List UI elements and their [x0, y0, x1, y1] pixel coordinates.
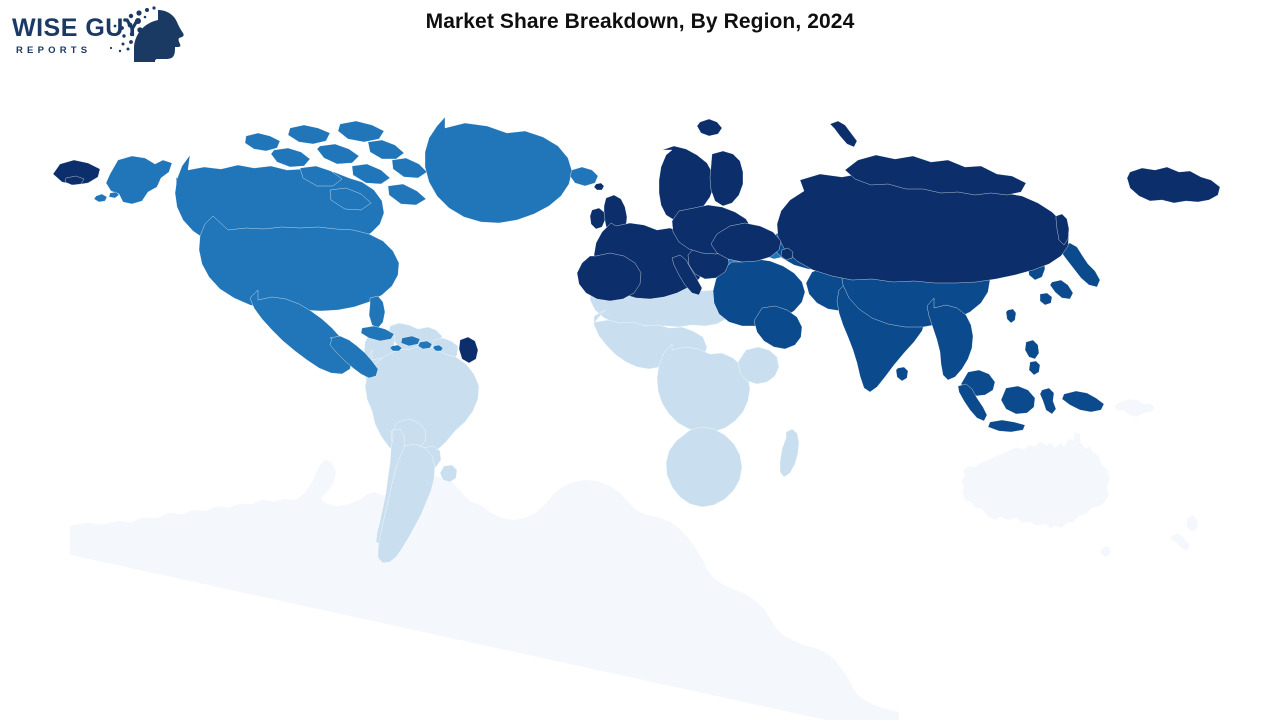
region-florida [369, 296, 385, 328]
islands-canadian-arctic [245, 121, 427, 210]
islands-aleutian [94, 192, 119, 202]
island-java [988, 420, 1025, 432]
country-finland [710, 151, 743, 206]
islands-caribbean [390, 336, 443, 351]
region-horn-of-africa [738, 347, 779, 384]
country-madagascar [780, 429, 799, 477]
islands-novaya-zemlya [830, 121, 857, 147]
country-italy [672, 255, 702, 295]
country-russia-arctic-coast [845, 155, 1026, 195]
country-united-states [199, 216, 399, 311]
country-new-zealand-north [1186, 515, 1198, 532]
region-antarctica [70, 459, 899, 720]
region-arabian-peninsula [754, 306, 802, 349]
country-azerbaijan [781, 248, 793, 260]
country-tasmania [1100, 546, 1111, 557]
region-southern-africa [666, 427, 742, 507]
country-sri-lanka [896, 367, 908, 381]
country-new-zealand-south [1170, 533, 1190, 551]
logo-artwork: WISE GUY REPORTS [12, 6, 184, 62]
country-papua-new-guinea [1114, 399, 1155, 417]
country-philippines [1025, 340, 1040, 375]
world-map-container [0, 50, 1280, 720]
page-title: Market Share Breakdown, By Region, 2024 [425, 10, 855, 33]
world-choropleth-map [0, 50, 1280, 720]
country-japan [1058, 243, 1100, 287]
country-japan-south [1050, 280, 1073, 299]
country-argentina [378, 444, 435, 563]
logo-wordmark-primary: WISE GUY [12, 14, 141, 42]
country-japan-kyushu [1040, 293, 1052, 305]
islands-russia-wrap [65, 176, 84, 185]
region-group-tier5 [70, 399, 1198, 720]
region-kamchatka [1127, 167, 1220, 203]
region-chukotka-wrap [53, 160, 100, 185]
country-taiwan [1006, 309, 1016, 323]
country-cuba [361, 326, 394, 341]
island-borneo [1001, 386, 1035, 414]
country-ukraine [711, 223, 781, 262]
logo-wordmark-secondary: REPORTS [16, 45, 91, 56]
country-mexico [250, 290, 352, 374]
country-russia [777, 173, 1069, 283]
region-indochina [927, 298, 973, 380]
country-ireland [590, 208, 605, 229]
island-sakhalin [1056, 214, 1069, 245]
country-greenland [425, 117, 572, 223]
region-french-guiana [459, 337, 478, 363]
region-group-tier1 [53, 119, 1220, 363]
wise-guy-reports-logo[interactable]: WISE GUY REPORTS [8, 4, 198, 62]
islands-svalbard [697, 119, 722, 136]
country-iceland [570, 167, 598, 186]
country-alaska [106, 156, 172, 204]
island-sumatra [958, 384, 987, 421]
region-central-east-africa [657, 344, 750, 432]
region-central-america [330, 336, 378, 378]
island-new-guinea-west [1062, 391, 1104, 412]
country-uruguay [440, 465, 457, 482]
island-sulawesi [1040, 388, 1056, 414]
islands-north-atlantic [594, 183, 604, 190]
country-australia [961, 432, 1110, 529]
logo-head-silhouette [134, 10, 184, 62]
region-iberia [577, 253, 641, 301]
